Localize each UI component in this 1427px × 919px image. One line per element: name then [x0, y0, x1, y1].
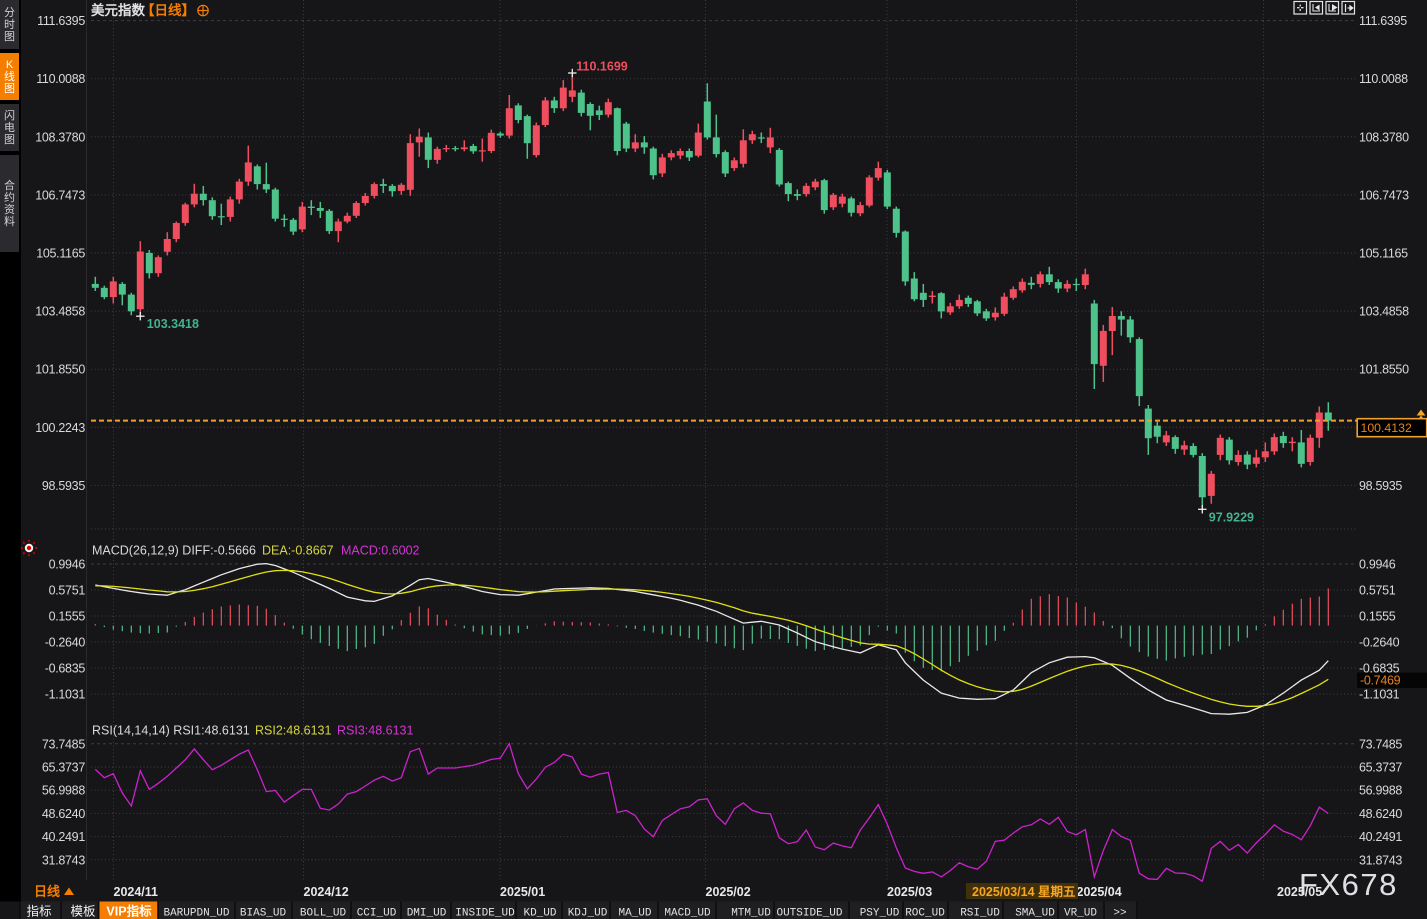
- svg-text:-0.7469: -0.7469: [1360, 674, 1401, 688]
- svg-text:0.5751: 0.5751: [49, 584, 86, 598]
- svg-text:56.9988: 56.9988: [42, 784, 85, 798]
- svg-text:VR_UD: VR_UD: [1064, 908, 1097, 919]
- svg-text:110.0088: 110.0088: [36, 72, 85, 86]
- svg-text:>>: >>: [1113, 908, 1126, 919]
- svg-text:2025/04: 2025/04: [1077, 885, 1122, 899]
- svg-text:【日线】: 【日线】: [141, 2, 195, 18]
- svg-text:RSI2:48.6131: RSI2:48.6131: [255, 724, 331, 738]
- svg-text:MACD_UD: MACD_UD: [664, 908, 711, 919]
- svg-text:110.0088: 110.0088: [1359, 72, 1408, 86]
- svg-text:MACD:0.6002: MACD:0.6002: [341, 544, 420, 558]
- svg-text:2025/03: 2025/03: [887, 885, 932, 899]
- svg-text:2025/03/14 星期五: 2025/03/14 星期五: [972, 884, 1076, 899]
- svg-text:31.8743: 31.8743: [42, 853, 85, 867]
- svg-text:111.6395: 111.6395: [37, 14, 85, 28]
- svg-text:VIP指标: VIP指标: [106, 904, 152, 919]
- svg-text:73.7485: 73.7485: [1359, 737, 1402, 751]
- svg-text:RSI_UD: RSI_UD: [960, 908, 1000, 919]
- svg-text:2025/01: 2025/01: [500, 885, 545, 899]
- svg-text:-0.2640: -0.2640: [45, 636, 86, 650]
- svg-text:0.1555: 0.1555: [49, 610, 86, 624]
- svg-text:模板: 模板: [70, 905, 96, 919]
- svg-text:108.3780: 108.3780: [35, 130, 85, 144]
- svg-text:2024/12: 2024/12: [304, 885, 349, 899]
- svg-text:40.2491: 40.2491: [42, 830, 85, 844]
- svg-text:ROC_UD: ROC_UD: [905, 908, 945, 919]
- svg-text:31.8743: 31.8743: [1359, 853, 1402, 867]
- svg-text:103.4858: 103.4858: [1359, 305, 1409, 319]
- svg-text:2024/11: 2024/11: [114, 885, 159, 899]
- svg-text:FX678: FX678: [1299, 867, 1398, 902]
- svg-text:0.9946: 0.9946: [1359, 558, 1396, 572]
- svg-text:RSI3:48.6131: RSI3:48.6131: [337, 724, 413, 738]
- svg-text:0.9946: 0.9946: [49, 558, 86, 572]
- svg-text:-0.6835: -0.6835: [1359, 662, 1400, 676]
- svg-text:-1.1031: -1.1031: [1359, 688, 1400, 702]
- svg-text:DEA:-0.8667: DEA:-0.8667: [262, 544, 334, 558]
- svg-text:65.3737: 65.3737: [42, 761, 85, 775]
- svg-text:97.9229: 97.9229: [1209, 510, 1254, 524]
- svg-text:103.4858: 103.4858: [35, 305, 85, 319]
- svg-text:0.1555: 0.1555: [1359, 610, 1396, 624]
- svg-text:40.2491: 40.2491: [1359, 830, 1402, 844]
- svg-text:101.8550: 101.8550: [1359, 363, 1409, 377]
- svg-text:MA_UD: MA_UD: [618, 908, 651, 919]
- svg-text:SMA_UD: SMA_UD: [1015, 908, 1055, 919]
- svg-text:MTM_UD: MTM_UD: [731, 908, 771, 919]
- svg-text:106.7473: 106.7473: [1359, 188, 1409, 202]
- svg-text:BIAS_UD: BIAS_UD: [240, 908, 287, 919]
- svg-text:BARUPDN_UD: BARUPDN_UD: [163, 908, 229, 919]
- svg-text:-0.2640: -0.2640: [1359, 636, 1400, 650]
- svg-text:日线: 日线: [34, 884, 60, 899]
- svg-text:-0.6835: -0.6835: [45, 662, 86, 676]
- svg-text:CCI_UD: CCI_UD: [357, 908, 397, 919]
- svg-text:MACD(26,12,9) DIFF:-0.5666: MACD(26,12,9) DIFF:-0.5666: [92, 544, 256, 558]
- svg-text:105.1165: 105.1165: [36, 247, 85, 261]
- svg-text:RSI(14,14,14) RSI1:48.6131: RSI(14,14,14) RSI1:48.6131: [92, 724, 250, 738]
- svg-text:98.5935: 98.5935: [1359, 479, 1402, 493]
- svg-text:101.8550: 101.8550: [35, 363, 85, 377]
- svg-text:48.6240: 48.6240: [1359, 807, 1402, 821]
- svg-text:110.1699: 110.1699: [576, 60, 627, 74]
- svg-text:-1.1031: -1.1031: [45, 688, 86, 702]
- svg-text:65.3737: 65.3737: [1359, 761, 1402, 775]
- svg-text:73.7485: 73.7485: [42, 737, 85, 751]
- svg-text:111.6395: 111.6395: [1359, 14, 1407, 28]
- svg-text:56.9988: 56.9988: [1359, 784, 1402, 798]
- svg-text:103.3418: 103.3418: [147, 317, 199, 331]
- svg-text:108.3780: 108.3780: [1359, 130, 1409, 144]
- svg-text:48.6240: 48.6240: [42, 807, 85, 821]
- svg-text:指标: 指标: [26, 904, 51, 919]
- svg-text:BOLL_UD: BOLL_UD: [300, 908, 347, 919]
- svg-text:2025/02: 2025/02: [706, 885, 751, 899]
- svg-text:2025/05: 2025/05: [1277, 885, 1322, 899]
- svg-text:OUTSIDE_UD: OUTSIDE_UD: [776, 908, 842, 919]
- svg-text:105.1165: 105.1165: [1359, 247, 1408, 261]
- svg-text:106.7473: 106.7473: [35, 188, 85, 202]
- svg-text:100.4132: 100.4132: [1361, 421, 1412, 435]
- svg-text:PSY_UD: PSY_UD: [860, 908, 900, 919]
- svg-text:0.5751: 0.5751: [1359, 584, 1396, 598]
- svg-text:美元指数: 美元指数: [91, 2, 145, 18]
- svg-text:KD_UD: KD_UD: [523, 908, 556, 919]
- svg-text:KDJ_UD: KDJ_UD: [568, 908, 608, 919]
- svg-text:DMI_UD: DMI_UD: [407, 908, 447, 919]
- svg-text:100.2243: 100.2243: [35, 421, 85, 435]
- svg-text:INSIDE_UD: INSIDE_UD: [455, 908, 515, 919]
- svg-text:98.5935: 98.5935: [42, 479, 85, 493]
